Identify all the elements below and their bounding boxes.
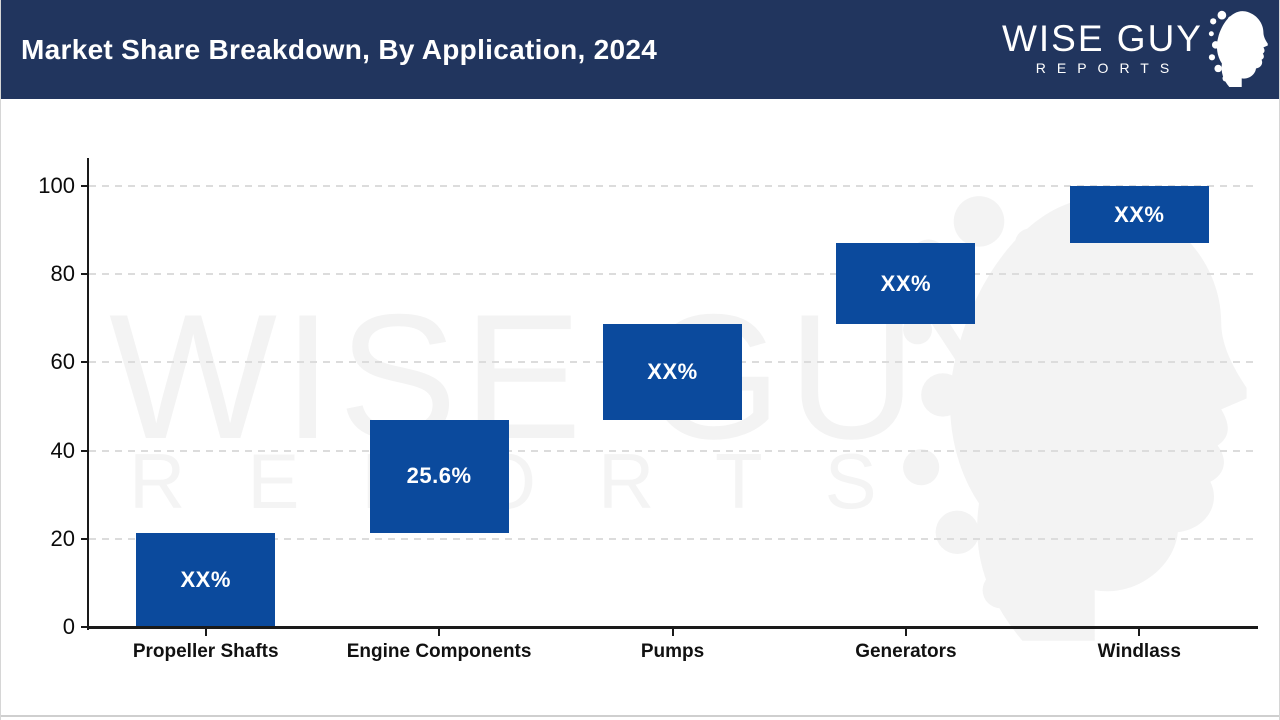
face-profile-icon [1208,10,1268,88]
bar-generators: XX% [836,243,976,325]
ytick-label-60: 60 [50,349,75,375]
watermark-face-icon [903,196,1247,641]
y-axis-line [87,158,89,630]
bar-engine-components: 25.6% [369,419,509,533]
plot-area: 0 20 40 60 80 100 XX% 25.6% XX% XX% XX% Propeller S… [1,99,1279,714]
xtick-mark-4 [904,628,907,636]
header-band: Market Share Breakdown, By Application, … [1,0,1279,99]
bar-windlass: XX% [1069,186,1209,244]
gridline-20 [89,537,1256,540]
chart-title: Market Share Breakdown, By Application, … [21,33,658,65]
xtick-mark-5 [1138,628,1141,636]
gridline-40 [89,449,1256,452]
xcat-label-generators: Generators [855,641,957,662]
gridline-80 [89,273,1256,276]
logo-line2: REPORTS [1035,59,1181,76]
bar-value-label: 25.6% [406,463,472,489]
logo-wordmark: WISE GUY REPORTS [1001,18,1203,76]
ytick-label-0: 0 [62,614,75,639]
ytick-mark-0 [81,626,89,628]
logo-line1: WISE GUY [1001,18,1203,60]
bar-value-label: XX% [1114,201,1165,227]
bar-value-label: XX% [880,270,932,296]
ytick-mark-60 [81,361,89,364]
ytick-mark-80 [81,273,89,276]
bar-propeller-shafts: XX% [136,532,276,627]
wise-guy-logo: WISE GUY REPORTS [1002,6,1269,90]
gridline-100 [89,185,1256,187]
x-axis-line [89,626,1258,629]
bar-pumps: XX% [603,324,742,420]
xcat-label-pumps: Pumps [640,641,705,662]
bottom-border [1,715,1279,717]
xcat-label-engine-components: Engine Components [346,641,532,662]
xcat-label-windlass: Windlass [1097,641,1181,662]
bar-value-label: XX% [647,359,698,385]
ytick-mark-20 [81,537,89,540]
xtick-mark-1 [204,628,207,636]
bar-value-label: XX% [180,566,231,592]
ytick-label-100: 100 [38,173,75,198]
xcat-label-propeller-shafts: Propeller Shafts [132,641,279,662]
xtick-mark-2 [438,628,441,636]
ytick-mark-40 [81,449,89,452]
ytick-label-40: 40 [50,437,75,463]
xtick-mark-3 [671,628,674,636]
ytick-mark-100 [81,185,89,187]
ytick-label-80: 80 [50,261,75,287]
ytick-label-20: 20 [50,525,75,551]
